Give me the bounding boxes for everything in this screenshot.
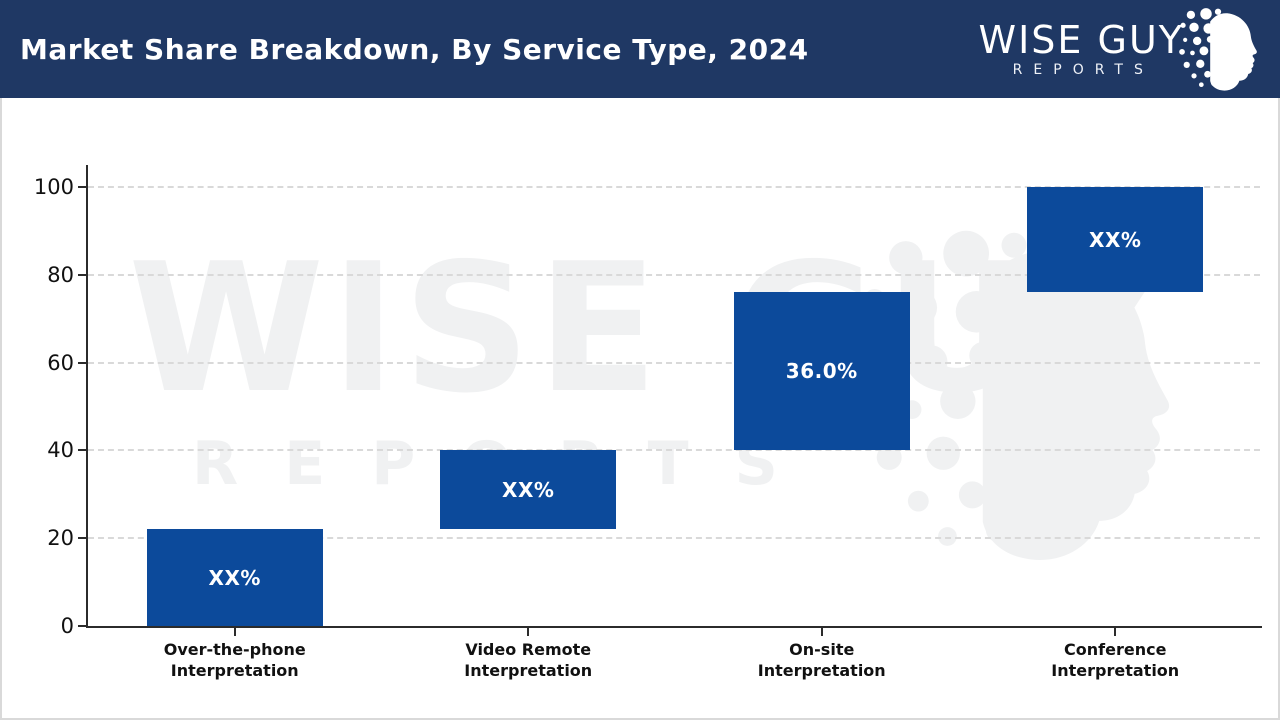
y-tick-label: 20 — [47, 526, 74, 551]
y-axis-tick — [78, 625, 87, 627]
bar: XX% — [146, 529, 323, 626]
category-label: Video Remote Interpretation — [383, 640, 673, 682]
x-axis-tick — [1114, 628, 1117, 636]
y-tick-label: 40 — [47, 438, 74, 463]
gridline — [88, 537, 1260, 540]
category-label-line: Interpretation — [170, 660, 299, 680]
brand-subtitle: REPORTS — [1012, 61, 1154, 78]
header: Market Share Breakdown, By Service Type,… — [0, 0, 1280, 98]
category-label-line: Video Remote — [465, 640, 592, 659]
category-label-line: Conference — [1064, 640, 1167, 659]
category-label: On-site Interpretation — [677, 640, 967, 682]
gridline — [88, 361, 1260, 364]
gridline — [88, 273, 1260, 276]
bar: 36.0% — [733, 292, 910, 451]
dotted-head-icon — [1179, 8, 1257, 91]
y-axis-tick — [78, 537, 87, 540]
page-border-left — [0, 98, 2, 720]
bar-value-label: XX% — [208, 565, 261, 590]
category-label-line: Interpretation — [464, 660, 593, 680]
chart: WISE GUY REPORTS 020406080100XX%Over-the… — [0, 98, 1280, 720]
y-tick-label: 0 — [60, 614, 74, 638]
page-border-bottom — [0, 718, 1280, 720]
y-axis-tick — [78, 186, 87, 188]
category-label: Over-the-phone Interpretation — [90, 640, 380, 682]
brand-logo-text: WISE GUY REPORTS — [979, 21, 1184, 78]
category-label-line: On-site — [789, 640, 855, 659]
page-title: Market Share Breakdown, By Service Type,… — [20, 32, 809, 66]
gridline — [88, 449, 1260, 452]
gridline — [88, 186, 1260, 188]
page-border-right — [1278, 98, 1280, 720]
category-label-line: Interpretation — [1051, 660, 1180, 680]
brand-name: WISE GUY — [978, 17, 1184, 62]
category-label-line: Over-the-phone — [163, 640, 306, 659]
category-label-line: Interpretation — [757, 660, 886, 680]
x-axis-tick — [527, 628, 530, 636]
brand-logo: WISE GUY REPORTS — [979, 6, 1280, 92]
y-tick-label: 60 — [47, 350, 74, 375]
bar-value-label: XX% — [502, 477, 555, 502]
x-axis — [86, 626, 1262, 628]
bar-value-label: 36.0% — [785, 359, 858, 384]
y-axis-tick — [78, 273, 87, 276]
y-axis-tick — [78, 449, 87, 452]
x-axis-tick — [233, 628, 236, 636]
y-tick-label: 80 — [47, 262, 74, 287]
y-axis — [86, 165, 88, 628]
x-axis-tick — [820, 628, 823, 636]
y-axis-tick — [78, 361, 87, 364]
y-tick-label: 100 — [33, 175, 74, 199]
bar-value-label: XX% — [1089, 227, 1142, 252]
bar: XX% — [1027, 187, 1204, 293]
category-label: Conference Interpretation — [970, 640, 1260, 682]
bar: XX% — [440, 450, 617, 530]
